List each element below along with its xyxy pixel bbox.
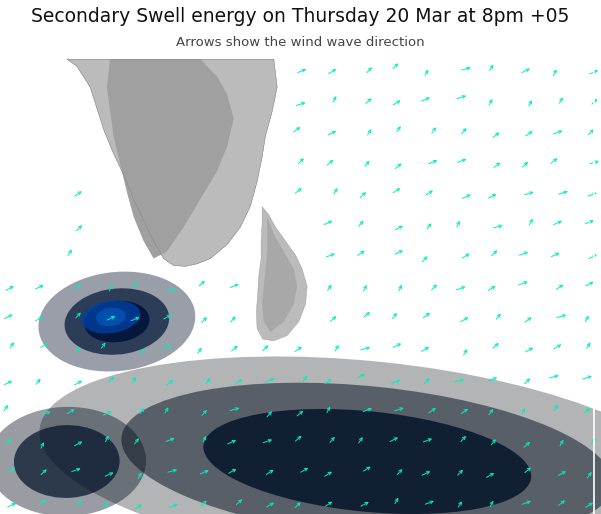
Polygon shape [67,59,277,266]
Polygon shape [262,216,297,332]
Text: Arrows show the wind wave direction: Arrows show the wind wave direction [176,36,425,49]
Ellipse shape [81,301,141,334]
Ellipse shape [14,425,120,498]
Ellipse shape [64,288,169,355]
Polygon shape [107,59,234,259]
Ellipse shape [38,271,195,372]
Ellipse shape [40,357,601,514]
Ellipse shape [203,409,531,514]
Ellipse shape [96,308,126,326]
Ellipse shape [0,407,146,514]
Text: Secondary Swell energy on Thursday 20 Mar at 8pm +05: Secondary Swell energy on Thursday 20 Ma… [31,7,570,26]
Ellipse shape [84,301,150,342]
Polygon shape [257,207,307,341]
Ellipse shape [121,383,601,514]
